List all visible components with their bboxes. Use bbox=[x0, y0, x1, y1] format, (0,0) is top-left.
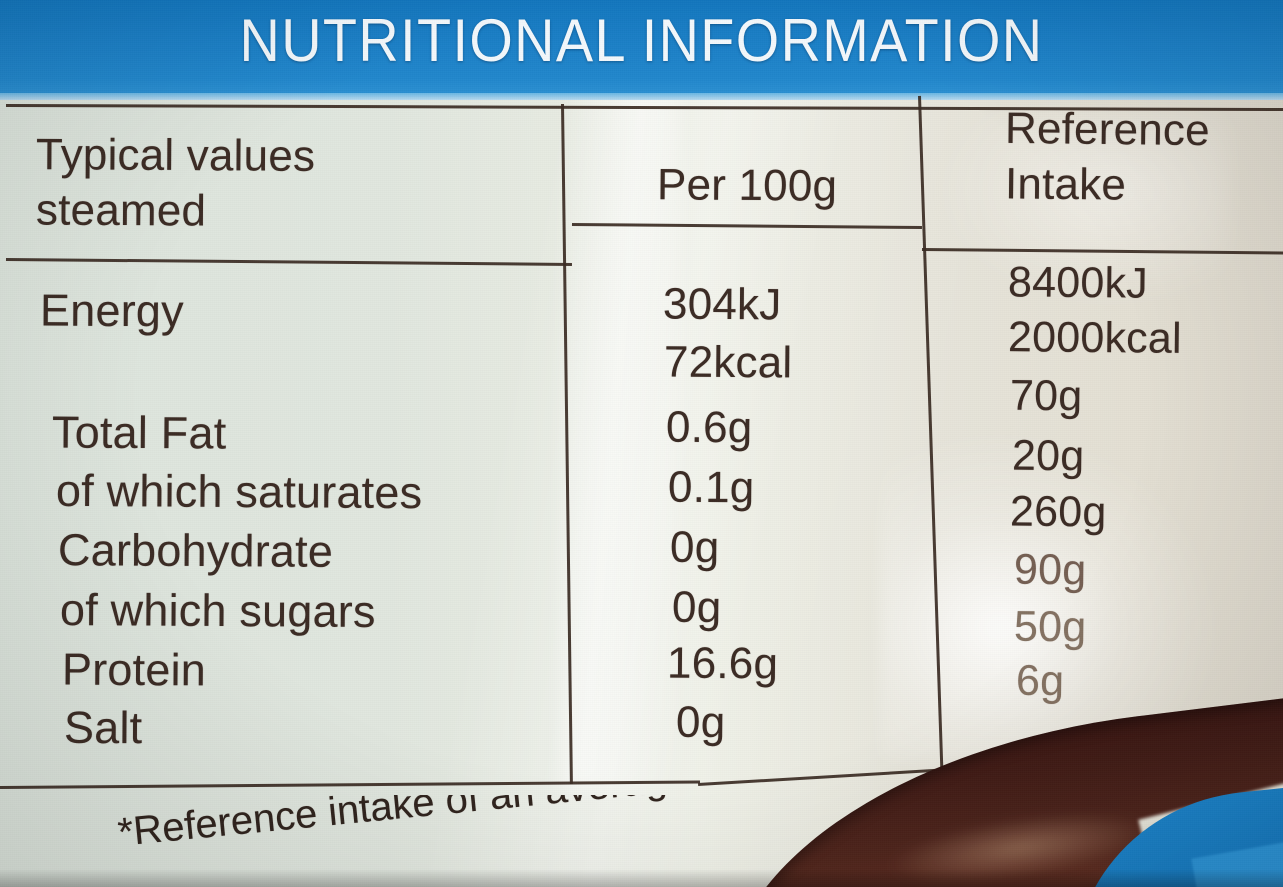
column-header-typical-values-line1: Typical values bbox=[35, 130, 316, 181]
header-band: NUTRITIONAL INFORMATION bbox=[0, 0, 1283, 100]
row-label-salt: Salt bbox=[63, 701, 143, 754]
value-per100g-carbohydrate: 0g bbox=[669, 522, 720, 573]
value-per100g-total-fat: 0.6g bbox=[665, 402, 753, 453]
value-ri-saturates: 20g bbox=[1011, 431, 1085, 481]
value-ri-total-fat: 70g bbox=[1009, 371, 1083, 421]
value-ri-energy-kcal: 2000kcal bbox=[1007, 313, 1182, 363]
row-label-sugars: of which sugars bbox=[59, 584, 376, 637]
value-per100g-sugars: 0g bbox=[671, 582, 722, 633]
column-header-reference-intake-line1: Reference bbox=[1004, 103, 1211, 156]
value-ri-protein: 50g bbox=[1013, 602, 1087, 652]
photo-bottom-shadow bbox=[0, 869, 1283, 887]
value-ri-energy-kj: 8400kJ bbox=[1007, 258, 1149, 308]
value-per100g-energy-kj: 304kJ bbox=[662, 279, 782, 330]
value-per100g-saturates: 0.1g bbox=[667, 462, 755, 513]
value-per100g-protein: 16.6g bbox=[666, 638, 779, 689]
row-label-total-fat: Total Fat bbox=[51, 406, 227, 459]
column-header-typical-values-line2: steamed bbox=[35, 185, 207, 236]
value-ri-carbohydrate: 260g bbox=[1009, 487, 1107, 537]
value-per100g-salt: 0g bbox=[675, 697, 726, 748]
value-ri-salt: 6g bbox=[1015, 656, 1065, 706]
row-label-carbohydrate: Carbohydrate bbox=[57, 524, 334, 577]
row-label-energy: Energy bbox=[39, 284, 184, 337]
value-per100g-energy-kcal: 72kcal bbox=[663, 337, 793, 388]
value-ri-sugars: 90g bbox=[1013, 545, 1087, 595]
page-title: NUTRITIONAL INFORMATION bbox=[239, 7, 1044, 74]
row-label-protein: Protein bbox=[61, 643, 207, 696]
column-header-reference-intake-line2: Intake bbox=[1004, 159, 1127, 210]
column-header-per-100g: Per 100g bbox=[656, 160, 838, 211]
row-label-saturates: of which saturates bbox=[55, 464, 423, 519]
